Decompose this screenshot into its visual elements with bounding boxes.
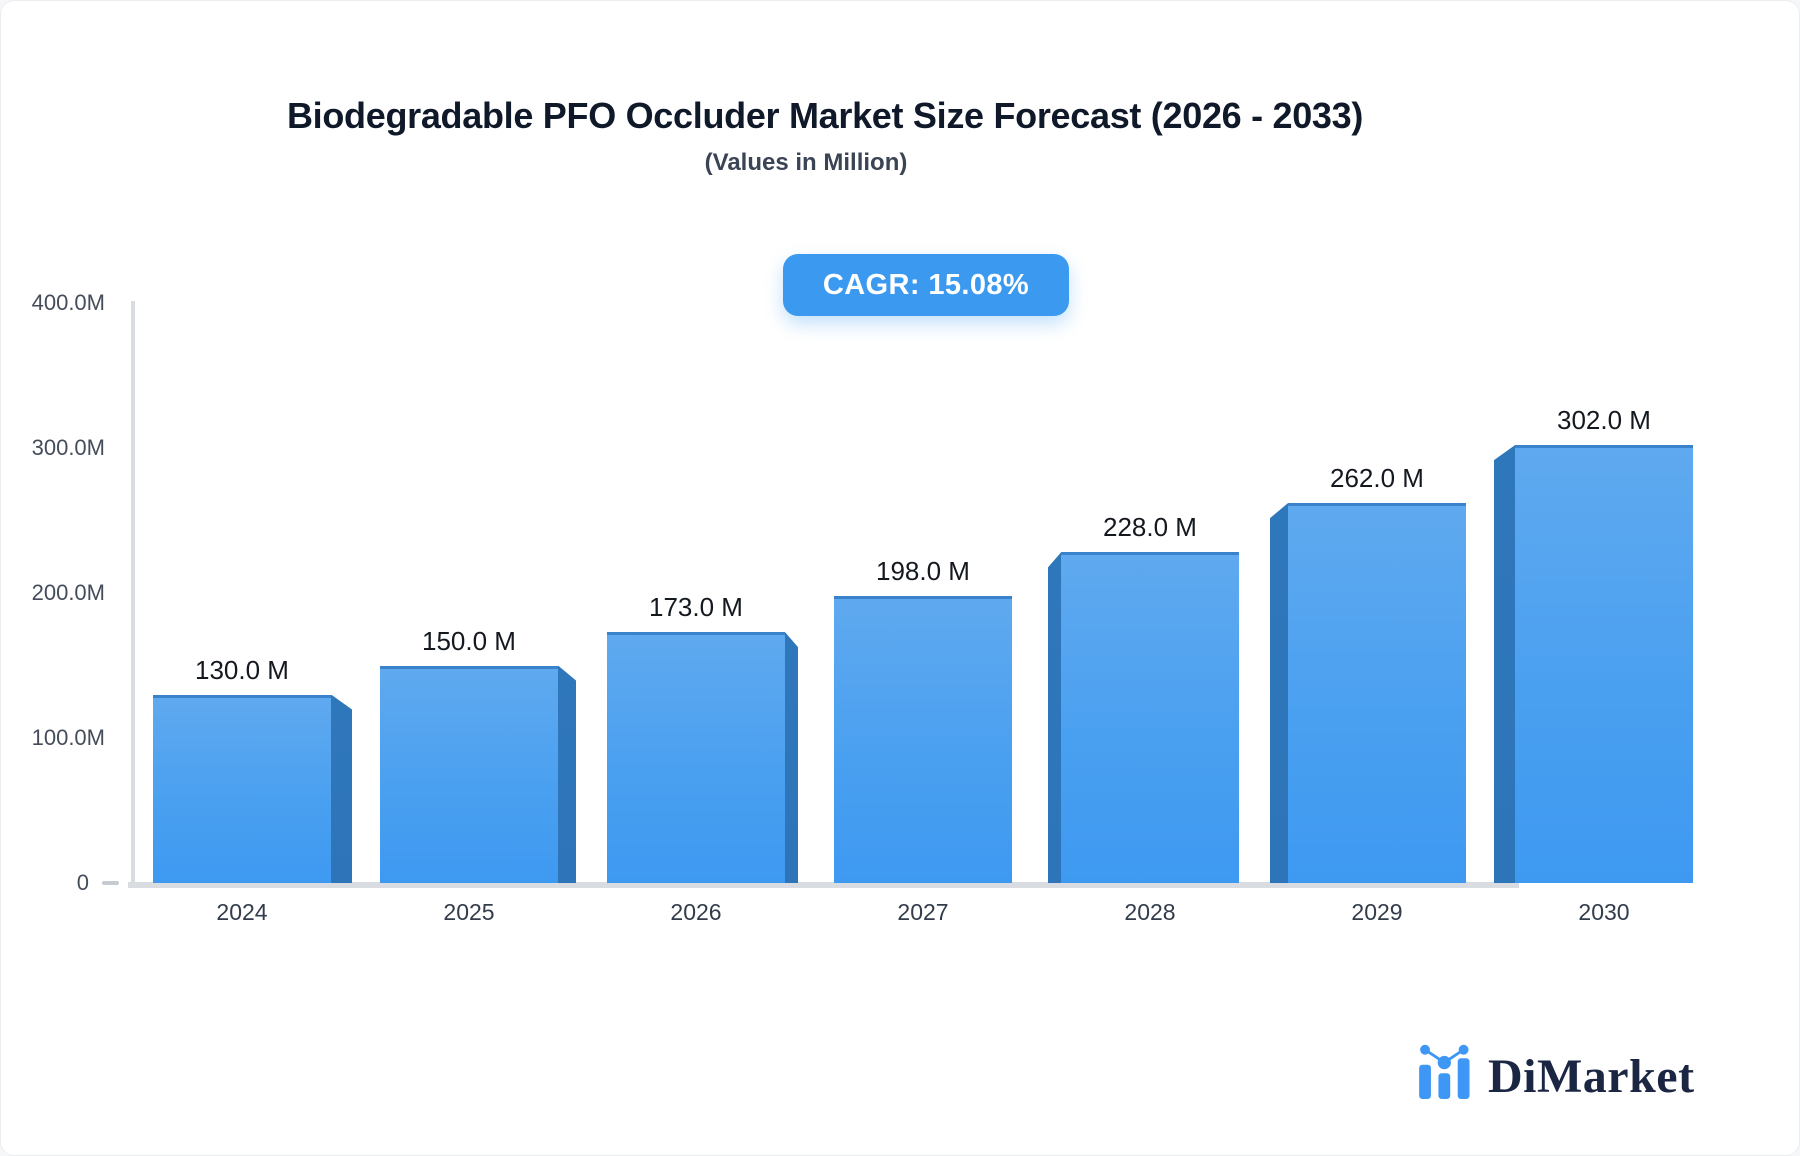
x-axis-label: 2026	[670, 899, 722, 925]
bar	[153, 694, 331, 883]
bar-3d-side	[1270, 503, 1288, 883]
cagr-badge: CAGR: 15.08%	[783, 254, 1069, 316]
y-axis-tick-label: 300.0M	[31, 435, 105, 460]
x-axis-label: 2028	[1124, 899, 1176, 925]
bar-value-label: 173.0 M	[649, 592, 743, 623]
bar-value-label: 262.0 M	[1330, 463, 1424, 494]
chart-title: Biodegradable PFO Occluder Market Size F…	[286, 95, 1364, 136]
y-axis-tick-label: 200.0M	[31, 580, 105, 605]
cagr-badge-label: CAGR: 15.08%	[822, 268, 1030, 301]
bar	[1061, 552, 1239, 883]
bar-3d-side	[1048, 552, 1061, 883]
bar	[380, 665, 558, 883]
x-axis-label: 2027	[897, 899, 949, 925]
bar-value-label: 302.0 M	[1557, 405, 1651, 436]
chart-subtitle: (Values in Million)	[704, 149, 908, 176]
bar-3d-side	[331, 694, 352, 883]
x-axis-line	[128, 882, 1519, 888]
x-axis-label: 2025	[443, 899, 495, 925]
bar-3d-side	[1494, 445, 1515, 883]
bar-line-chart-icon	[1419, 1044, 1470, 1099]
y-axis-tick-label: 100.0M	[31, 725, 105, 750]
bar	[1288, 503, 1466, 883]
dimarket-logo: DiMarket	[1419, 1039, 1695, 1101]
x-axis-label: 2024	[216, 899, 268, 925]
bar-3d-side	[785, 632, 798, 883]
bar-3d-side	[558, 665, 576, 883]
bar-value-label: 198.0 M	[876, 555, 970, 586]
bar-value-label: 130.0 M	[195, 654, 289, 685]
y-axis-tick-label: 400.0M	[31, 290, 105, 315]
zero-tick-mark	[102, 881, 119, 885]
bar	[834, 595, 1012, 883]
dimarket-logo-text: DiMarket	[1488, 1050, 1695, 1103]
bar	[1515, 445, 1693, 883]
bar	[607, 632, 785, 883]
bar-value-label: 228.0 M	[1103, 512, 1197, 543]
x-axis-label: 2029	[1351, 899, 1403, 925]
bar-value-label: 150.0 M	[422, 625, 516, 656]
y-axis-tick-label: 0	[76, 870, 89, 895]
y-axis-line	[131, 301, 135, 883]
x-axis-label: 2030	[1578, 899, 1630, 925]
